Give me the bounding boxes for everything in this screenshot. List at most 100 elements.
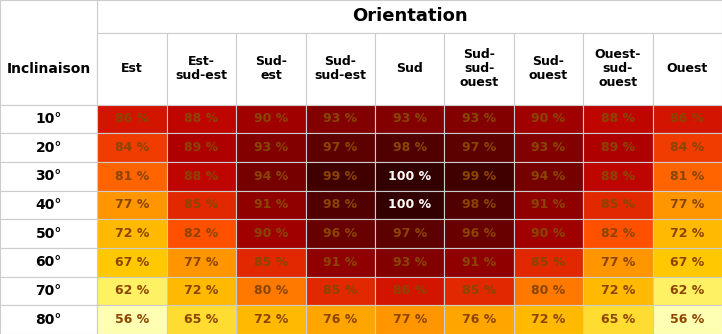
Text: Ouest-
sud-
ouest: Ouest- sud- ouest [595, 48, 641, 89]
Bar [167, 33, 236, 105]
Text: 72 %: 72 % [253, 313, 288, 326]
Bar [514, 248, 583, 277]
Text: 96 %: 96 % [323, 227, 357, 240]
Text: 86 %: 86 % [393, 285, 427, 298]
Bar [97, 248, 167, 277]
Bar [305, 219, 375, 248]
Bar [514, 105, 583, 133]
Text: 62 %: 62 % [115, 285, 149, 298]
Text: 88 %: 88 % [185, 170, 219, 183]
Text: 56 %: 56 % [115, 313, 149, 326]
Bar [97, 162, 167, 191]
Text: 70°: 70° [35, 284, 62, 298]
Bar [445, 305, 514, 334]
Bar [375, 219, 445, 248]
Bar [653, 277, 722, 305]
Text: 84 %: 84 % [115, 141, 149, 154]
Text: 90 %: 90 % [531, 227, 565, 240]
Bar [167, 277, 236, 305]
Bar [167, 305, 236, 334]
Bar [375, 105, 445, 133]
Text: 65 %: 65 % [184, 313, 219, 326]
Text: Est: Est [121, 62, 143, 75]
Bar [583, 219, 653, 248]
Bar [305, 305, 375, 334]
Bar [305, 248, 375, 277]
Bar [375, 133, 445, 162]
Text: 20°: 20° [35, 141, 62, 155]
Bar [514, 277, 583, 305]
Bar [167, 133, 236, 162]
Text: 77 %: 77 % [601, 256, 635, 269]
Text: 90 %: 90 % [254, 112, 288, 125]
Bar [236, 219, 305, 248]
Text: 82 %: 82 % [601, 227, 635, 240]
Text: 85 %: 85 % [462, 285, 496, 298]
Text: Sud-
ouest: Sud- ouest [529, 55, 568, 82]
Bar [514, 219, 583, 248]
Text: 97 %: 97 % [393, 227, 427, 240]
Bar [167, 162, 236, 191]
Text: 89 %: 89 % [185, 141, 219, 154]
Bar [0, 305, 97, 334]
Text: 88 %: 88 % [601, 112, 635, 125]
Bar [445, 191, 514, 219]
Text: 94 %: 94 % [254, 170, 288, 183]
Text: 40°: 40° [35, 198, 62, 212]
Bar [97, 191, 167, 219]
Bar [167, 105, 236, 133]
Text: 86 %: 86 % [115, 112, 149, 125]
Bar [445, 33, 514, 105]
Bar [305, 33, 375, 105]
Text: 91 %: 91 % [531, 198, 565, 211]
Text: 60°: 60° [35, 255, 62, 269]
Text: 93 %: 93 % [254, 141, 288, 154]
Text: 97 %: 97 % [323, 141, 357, 154]
Bar [236, 191, 305, 219]
Bar [514, 305, 583, 334]
Text: 50°: 50° [35, 226, 62, 240]
Text: 77 %: 77 % [670, 198, 705, 211]
Bar [375, 277, 445, 305]
Bar [236, 277, 305, 305]
Bar [97, 305, 167, 334]
Text: 99 %: 99 % [462, 170, 496, 183]
Bar [583, 305, 653, 334]
Bar [583, 162, 653, 191]
Bar [236, 305, 305, 334]
Text: 93 %: 93 % [531, 141, 565, 154]
Text: Sud-
sud-
ouest: Sud- sud- ouest [460, 48, 499, 89]
Bar [583, 277, 653, 305]
Text: 93 %: 93 % [393, 112, 427, 125]
Bar [0, 191, 97, 219]
Bar [375, 305, 445, 334]
Text: 76 %: 76 % [323, 313, 357, 326]
Bar [236, 133, 305, 162]
Bar [445, 248, 514, 277]
Bar [305, 162, 375, 191]
Bar [236, 105, 305, 133]
Text: 86 %: 86 % [670, 112, 705, 125]
Text: 93 %: 93 % [323, 112, 357, 125]
Text: 85 %: 85 % [254, 256, 288, 269]
Bar [514, 33, 583, 105]
Text: 65 %: 65 % [601, 313, 635, 326]
Bar [97, 219, 167, 248]
Bar [305, 277, 375, 305]
Bar [0, 105, 97, 133]
Text: 30°: 30° [35, 169, 62, 183]
Text: 81 %: 81 % [670, 170, 705, 183]
Text: Sud-
sud-est: Sud- sud-est [314, 55, 366, 82]
Text: 98 %: 98 % [462, 198, 496, 211]
Bar [0, 248, 97, 277]
Bar [653, 133, 722, 162]
Bar [97, 133, 167, 162]
Text: 91 %: 91 % [254, 198, 288, 211]
Bar [0, 219, 97, 248]
Text: 91 %: 91 % [323, 256, 357, 269]
Bar [97, 105, 167, 133]
Text: 72 %: 72 % [670, 227, 705, 240]
Text: 85 %: 85 % [601, 198, 635, 211]
Text: Est-
sud-est: Est- sud-est [175, 55, 227, 82]
Text: 72 %: 72 % [601, 285, 635, 298]
